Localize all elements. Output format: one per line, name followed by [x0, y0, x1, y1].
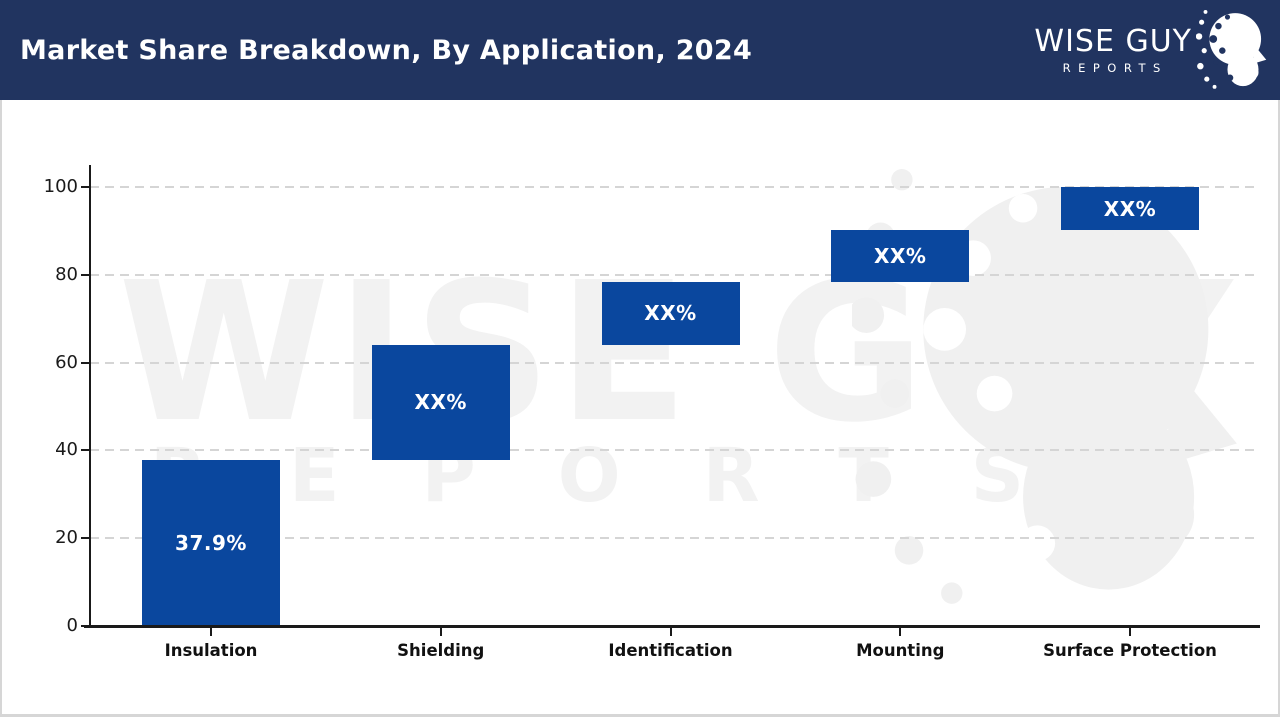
y-tick-label: 60 — [55, 351, 78, 373]
bar-value-label: XX% — [874, 243, 927, 268]
y-tick-label: 0 — [66, 615, 78, 636]
x-category-label: Identification — [608, 641, 733, 660]
y-tick-mark — [81, 449, 90, 452]
y-tick-mark — [81, 537, 90, 540]
y-tick-mark — [81, 273, 90, 276]
y-tick-mark — [81, 361, 90, 364]
bar-insulation: 37.9% — [142, 459, 280, 626]
grid-line — [90, 186, 1255, 188]
x-category-label: Surface Protection — [1043, 641, 1217, 660]
bar-mounting: XX% — [831, 230, 970, 282]
y-tick-mark — [81, 186, 90, 188]
x-category-label: Mounting — [856, 641, 945, 660]
y-tick-label: 40 — [55, 439, 78, 461]
grid-line — [90, 537, 1255, 540]
grid-line — [90, 361, 1255, 364]
brand-tagline: REPORTS — [1062, 60, 1168, 75]
x-tick-mark — [899, 627, 902, 636]
grid-line — [90, 273, 1255, 276]
x-category-label: Shielding — [397, 641, 485, 660]
x-tick-mark — [210, 627, 212, 636]
brand-logo-text: WISE GUY REPORTS — [1034, 23, 1192, 75]
brand-name: WISE GUY — [1034, 23, 1192, 59]
page-title: Market Share Breakdown, By Application, … — [20, 34, 753, 66]
bar-value-label: XX% — [1103, 196, 1157, 221]
y-tick-label: 80 — [55, 263, 78, 285]
y-tick-label: 100 — [43, 176, 78, 197]
bar-value-label: 37.9% — [175, 530, 247, 555]
x-tick-mark — [1129, 627, 1131, 636]
y-tick-label: 20 — [55, 527, 78, 549]
bar-identification: XX% — [601, 281, 740, 345]
x-tick-mark — [439, 627, 442, 636]
frame-border-bottom — [0, 714, 1280, 717]
grid-line — [90, 449, 1255, 452]
head-profile-icon — [1196, 9, 1267, 89]
bar-surface-protection: XX% — [1061, 187, 1199, 231]
x-tick-mark — [669, 627, 672, 636]
bar-value-label: XX% — [414, 390, 467, 415]
x-category-label: Insulation — [164, 641, 258, 660]
bar-shielding: XX% — [371, 344, 510, 460]
frame-border-right — [1278, 100, 1280, 717]
bar-value-label: XX% — [644, 301, 697, 326]
header: Market Share Breakdown, By Application, … — [0, 0, 1280, 100]
frame-border-left — [0, 100, 2, 717]
x-axis-line — [84, 625, 1260, 628]
y-axis-line — [89, 165, 91, 627]
brand-logo: WISE GUY REPORTS — [1034, 8, 1268, 92]
